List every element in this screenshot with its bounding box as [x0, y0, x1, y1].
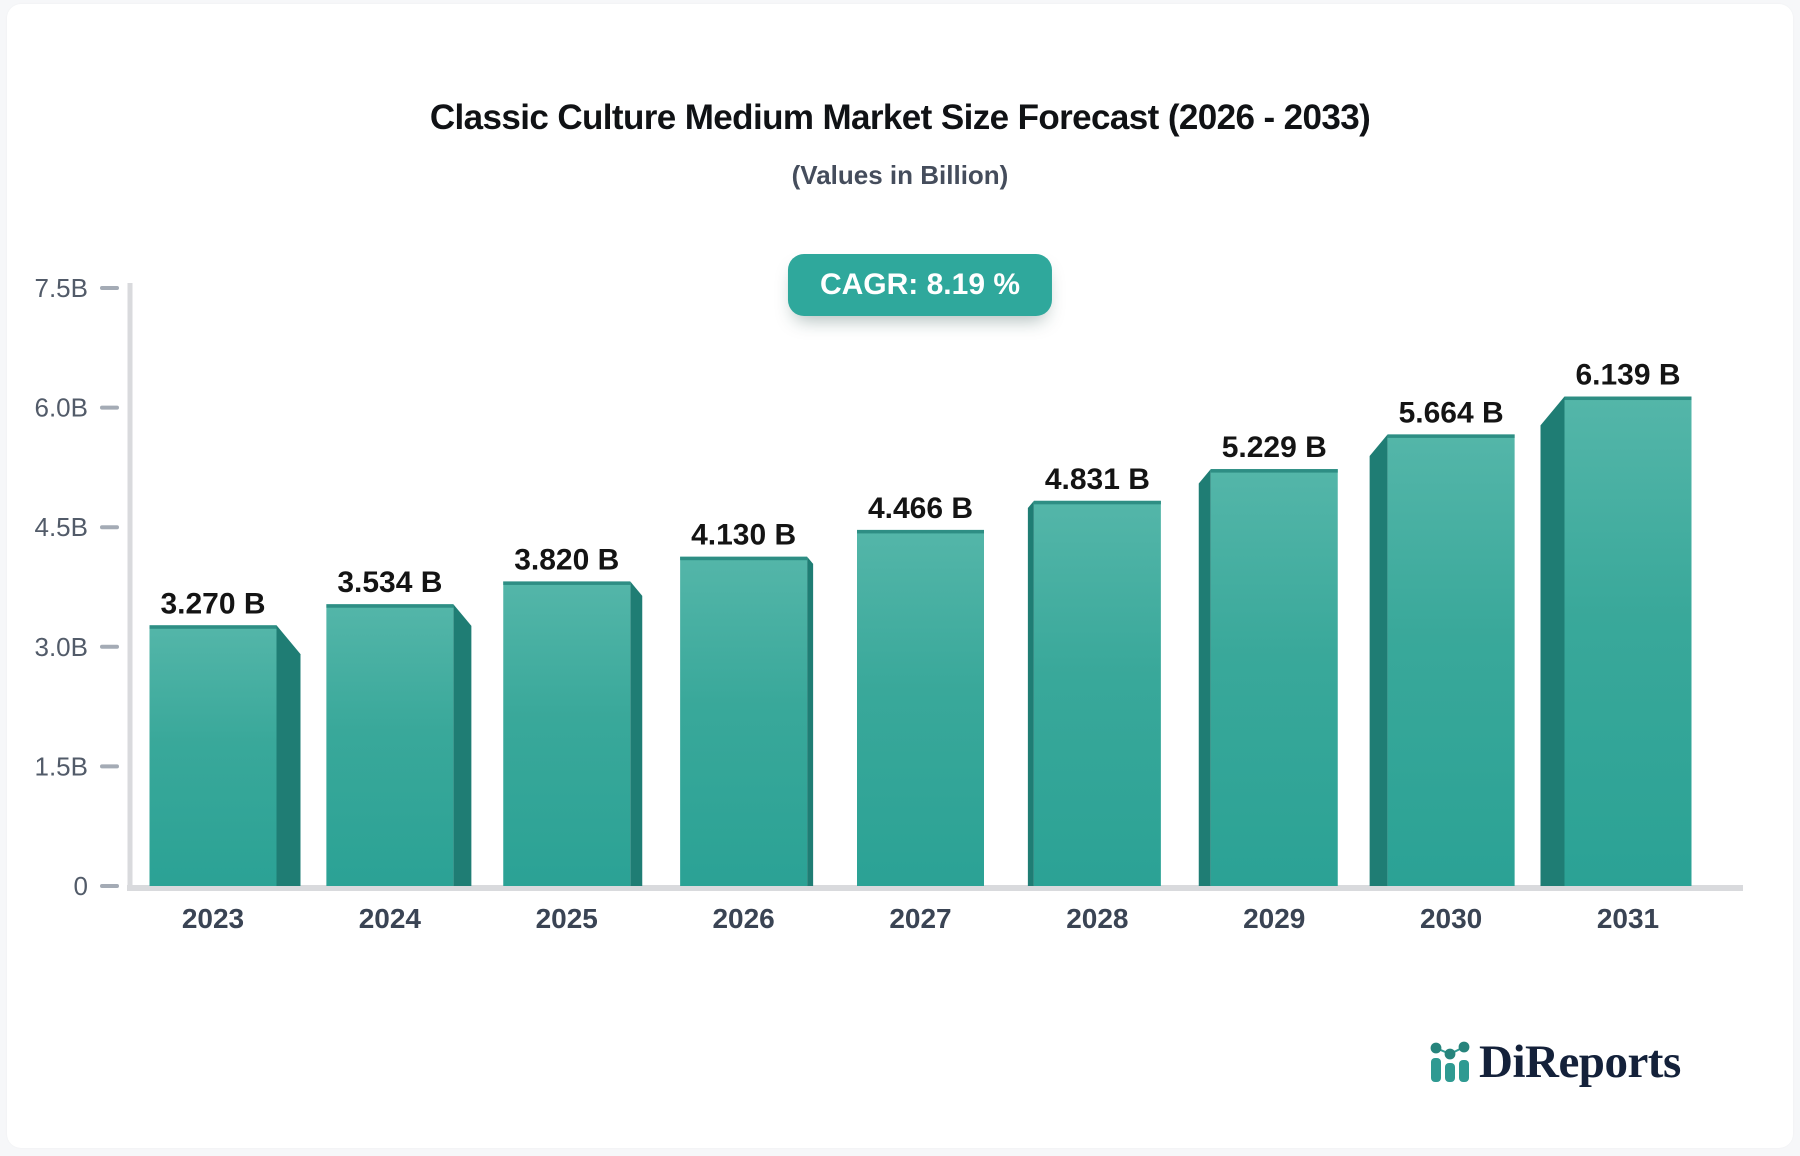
bar-2027-face: [857, 529, 984, 886]
x-label-2028: 2028: [1066, 903, 1128, 934]
bar-2027-top-edge: [857, 529, 984, 534]
bar-2031-side: [1540, 396, 1565, 886]
x-label-2024: 2024: [359, 903, 422, 934]
y-tick-mark-3.0B: [100, 644, 119, 649]
bar-2029-side: [1198, 469, 1211, 886]
bar-2031-face: [1564, 396, 1692, 886]
bar-2025-side: [630, 581, 643, 886]
x-label-2029: 2029: [1243, 903, 1305, 934]
value-label-2027: 4.466 B: [868, 492, 973, 525]
bar-2028-face: [1033, 500, 1161, 886]
bar-2025-face: [503, 581, 631, 886]
value-label-2030: 5.664 B: [1399, 396, 1504, 429]
bar-2025-top-edge: [503, 581, 631, 585]
y-tick-label-4.5B: 4.5B: [35, 512, 89, 542]
chart-title: Classic Culture Medium Market Size Forec…: [429, 98, 1371, 137]
y-tick-label-0: 0: [74, 871, 88, 901]
cagr-badge: CAGR: 8.19 %: [787, 254, 1053, 316]
x-axis-line: [127, 885, 1743, 891]
y-tick-mark-7.5B: [100, 286, 119, 291]
bar-2023-side: [276, 625, 301, 886]
value-label-2031: 6.139 B: [1575, 359, 1680, 392]
bar-2024-top-edge: [326, 604, 454, 608]
value-label-2024: 3.534 B: [337, 566, 442, 599]
value-label-2026: 4.130 B: [691, 519, 796, 552]
y-axis-line: [127, 283, 133, 888]
value-label-2025: 3.820 B: [514, 543, 619, 576]
bar-2028-top-edge: [1033, 500, 1161, 505]
bar-2029-top-edge: [1210, 469, 1338, 473]
chart-subtitle: (Values in Billion): [791, 160, 1009, 190]
x-label-2025: 2025: [536, 903, 598, 934]
bar-2026-face: [680, 556, 808, 886]
y-tick-label-3.0B: 3.0B: [35, 632, 89, 662]
bar-chart-logo-icon: [1430, 1041, 1470, 1082]
value-label-2023: 3.270 B: [160, 587, 265, 620]
y-tick-label-6.0B: 6.0B: [35, 393, 89, 423]
brand-logo-text: DiReports: [1479, 1036, 1681, 1088]
bar-2026-side: [807, 556, 814, 886]
x-label-2026: 2026: [712, 903, 774, 934]
bar-2029-face: [1210, 469, 1338, 886]
value-label-2028: 4.831 B: [1045, 463, 1150, 496]
bar-2024-side: [453, 604, 472, 886]
x-label-2023: 2023: [182, 903, 244, 934]
bar-2023-top-edge: [149, 625, 277, 629]
bar-2030-face: [1387, 434, 1515, 886]
bar-2030-side: [1369, 434, 1388, 886]
x-label-2031: 2031: [1597, 903, 1659, 934]
bar-2031-top-edge: [1564, 396, 1692, 401]
bar-2028-side: [1027, 500, 1034, 886]
y-tick-mark-4.5B: [100, 525, 119, 530]
y-tick-label-7.5B: 7.5B: [35, 273, 89, 303]
y-tick-mark-0: [100, 884, 119, 888]
bar-2030-top-edge: [1387, 434, 1515, 438]
value-label-2029: 5.229 B: [1222, 431, 1327, 464]
y-tick-mark-1.5B: [100, 764, 119, 769]
bar-2026-top-edge: [680, 556, 808, 561]
y-tick-mark-6.0B: [100, 405, 119, 410]
bar-2023-face: [149, 625, 277, 886]
x-label-2030: 2030: [1420, 903, 1482, 934]
bar-2024-face: [326, 604, 454, 886]
x-label-2027: 2027: [889, 903, 951, 934]
brand-logo: DiReports: [1428, 1038, 1681, 1086]
y-tick-label-1.5B: 1.5B: [35, 751, 89, 781]
